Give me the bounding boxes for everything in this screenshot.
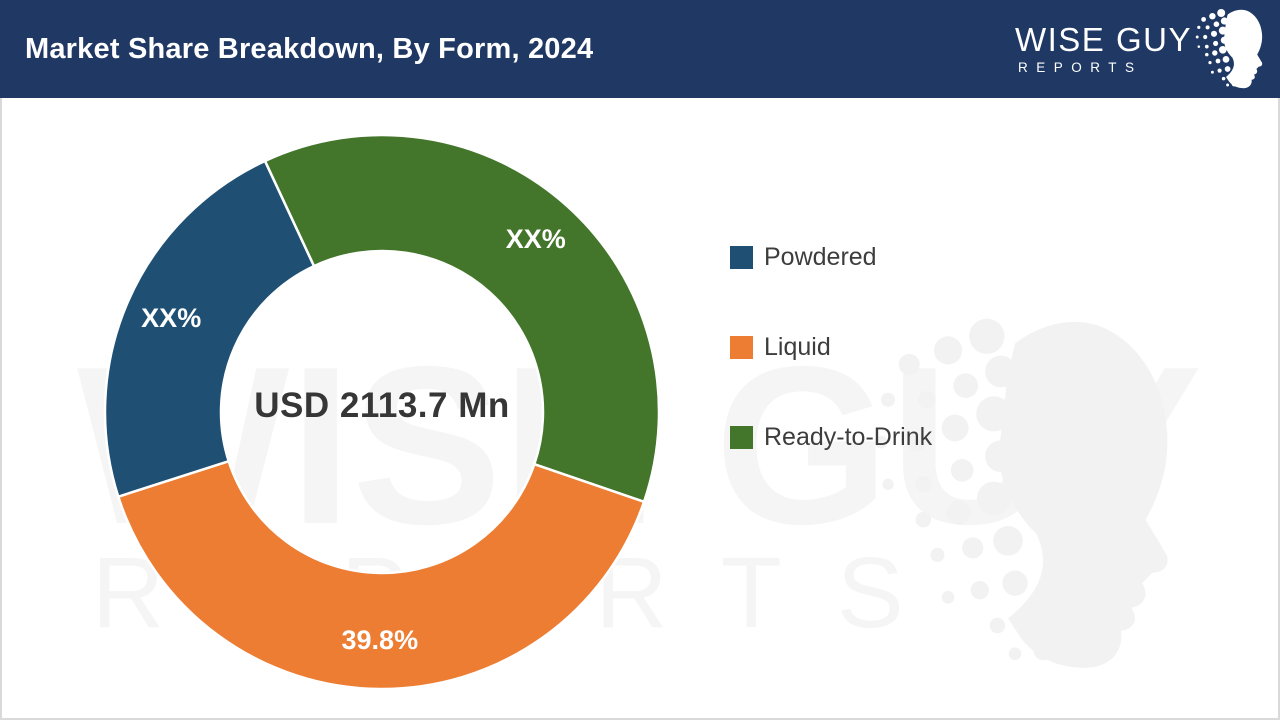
legend-swatch: [730, 426, 753, 449]
chart-canvas: WISE GUY REPORTS XX%39.8%XX% USD 2113.7 …: [0, 98, 1280, 720]
chart-legend: Powdered Liquid Ready-to-Drink: [730, 243, 933, 516]
brand-logo-text: WISE GUY REPORTS: [1015, 23, 1192, 75]
donut-center-value: USD 2113.7 Mn: [254, 386, 510, 425]
slice-value-label: XX%: [506, 224, 566, 254]
legend-label: Ready-to-Drink: [764, 423, 933, 451]
slice-value-label: XX%: [141, 303, 201, 333]
header-bar: Market Share Breakdown, By Form, 2024 WI…: [0, 0, 1280, 98]
brand-name: WISE GUY: [1014, 21, 1192, 58]
brand-subtitle: REPORTS: [1017, 60, 1143, 75]
page-title: Market Share Breakdown, By Form, 2024: [25, 32, 594, 65]
slice-value-label: 39.8%: [342, 625, 419, 655]
donut-slice-ready-to-drink: [263, 133, 661, 504]
donut-slice-liquid: [117, 459, 646, 691]
legend-swatch: [730, 246, 753, 269]
donut-chart: XX% 39.8% XX%: [103, 133, 661, 691]
legend-item: Liquid: [730, 333, 932, 361]
legend-label: Liquid: [764, 333, 831, 361]
legend-item: Powdered: [730, 243, 932, 271]
brand-head-icon: [1186, 5, 1266, 93]
legend-item: Ready-to-Drink: [730, 423, 933, 451]
donut-slice-powdered: [103, 159, 316, 498]
legend-label: Powdered: [764, 243, 877, 271]
brand-logo: WISE GUY REPORTS: [1015, 5, 1266, 93]
legend-swatch: [730, 336, 753, 359]
